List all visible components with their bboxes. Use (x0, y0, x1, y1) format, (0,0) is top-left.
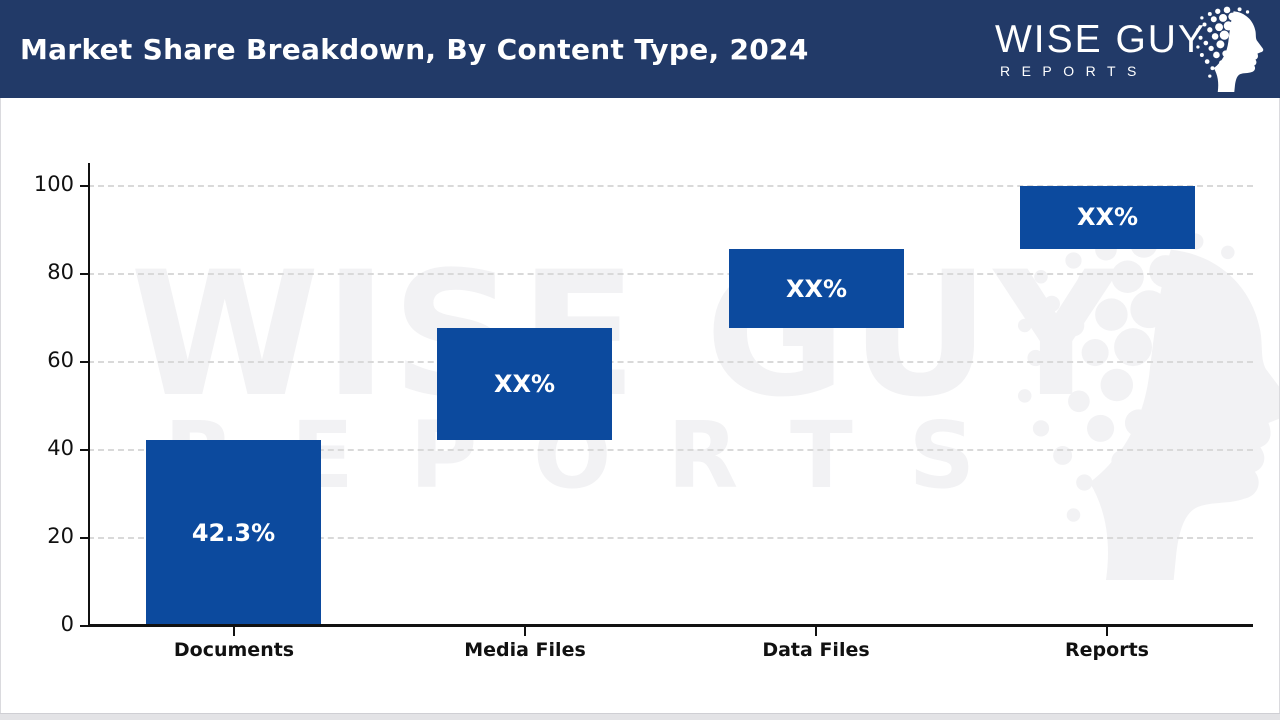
x-tick-data-files (815, 627, 817, 636)
gridline-100 (88, 185, 1253, 187)
bar-media-files: XX% (437, 328, 612, 440)
y-tick-60 (80, 361, 88, 363)
y-tick-0 (80, 625, 88, 627)
x-tick-media-files (524, 627, 526, 636)
x-label-reports: Reports (1065, 639, 1149, 661)
bar-value-label-data-files: XX% (785, 274, 848, 303)
gridline-40 (88, 449, 1253, 451)
header: Market Share Breakdown, By Content Type,… (0, 0, 1280, 98)
x-label-data-files: Data Files (762, 639, 870, 661)
x-label-media-files: Media Files (464, 639, 586, 661)
x-label-documents: Documents (173, 639, 295, 661)
plot-area: 42.3% XX% XX% XX% (80, 163, 1253, 636)
footer-strip (0, 713, 1280, 720)
x-tick-reports (1106, 627, 1108, 636)
x-axis (88, 624, 1253, 627)
bar-value-label-documents: 42.3% (191, 518, 276, 547)
gridline-80 (88, 273, 1253, 275)
wiseguy-logo: WISE GUY REPORTS (995, 6, 1266, 92)
y-tick-80 (80, 273, 88, 275)
y-tick-label-60: 60 (47, 348, 74, 372)
y-tick-40 (80, 449, 88, 451)
gridline-60 (88, 361, 1253, 363)
y-tick-label-20: 20 (47, 524, 74, 548)
y-tick-20 (80, 537, 88, 539)
bar-value-label-reports: XX% (1076, 203, 1139, 232)
logo-head-icon (1196, 6, 1264, 92)
figure-border-left (0, 98, 1, 714)
bar-documents: 42.3% (146, 439, 321, 626)
bar-value-label-media-files: XX% (493, 369, 556, 398)
logo-subtitle: REPORTS (999, 62, 1148, 79)
x-tick-documents (233, 627, 235, 636)
bar-data-files: XX% (729, 248, 904, 329)
bar-reports: XX% (1020, 186, 1195, 249)
gridline-20 (88, 537, 1253, 539)
y-tick-100 (80, 185, 88, 187)
y-axis (88, 163, 90, 626)
logo-text: WISE GUY REPORTS (994, 17, 1206, 79)
y-tick-label-0: 0 (60, 612, 74, 636)
y-tick-label-100: 100 (33, 172, 74, 196)
y-tick-label-80: 80 (47, 260, 74, 284)
y-tick-label-40: 40 (47, 436, 74, 460)
page-title: Market Share Breakdown, By Content Type,… (20, 32, 809, 66)
logo-wordmark: WISE GUY (994, 17, 1206, 61)
